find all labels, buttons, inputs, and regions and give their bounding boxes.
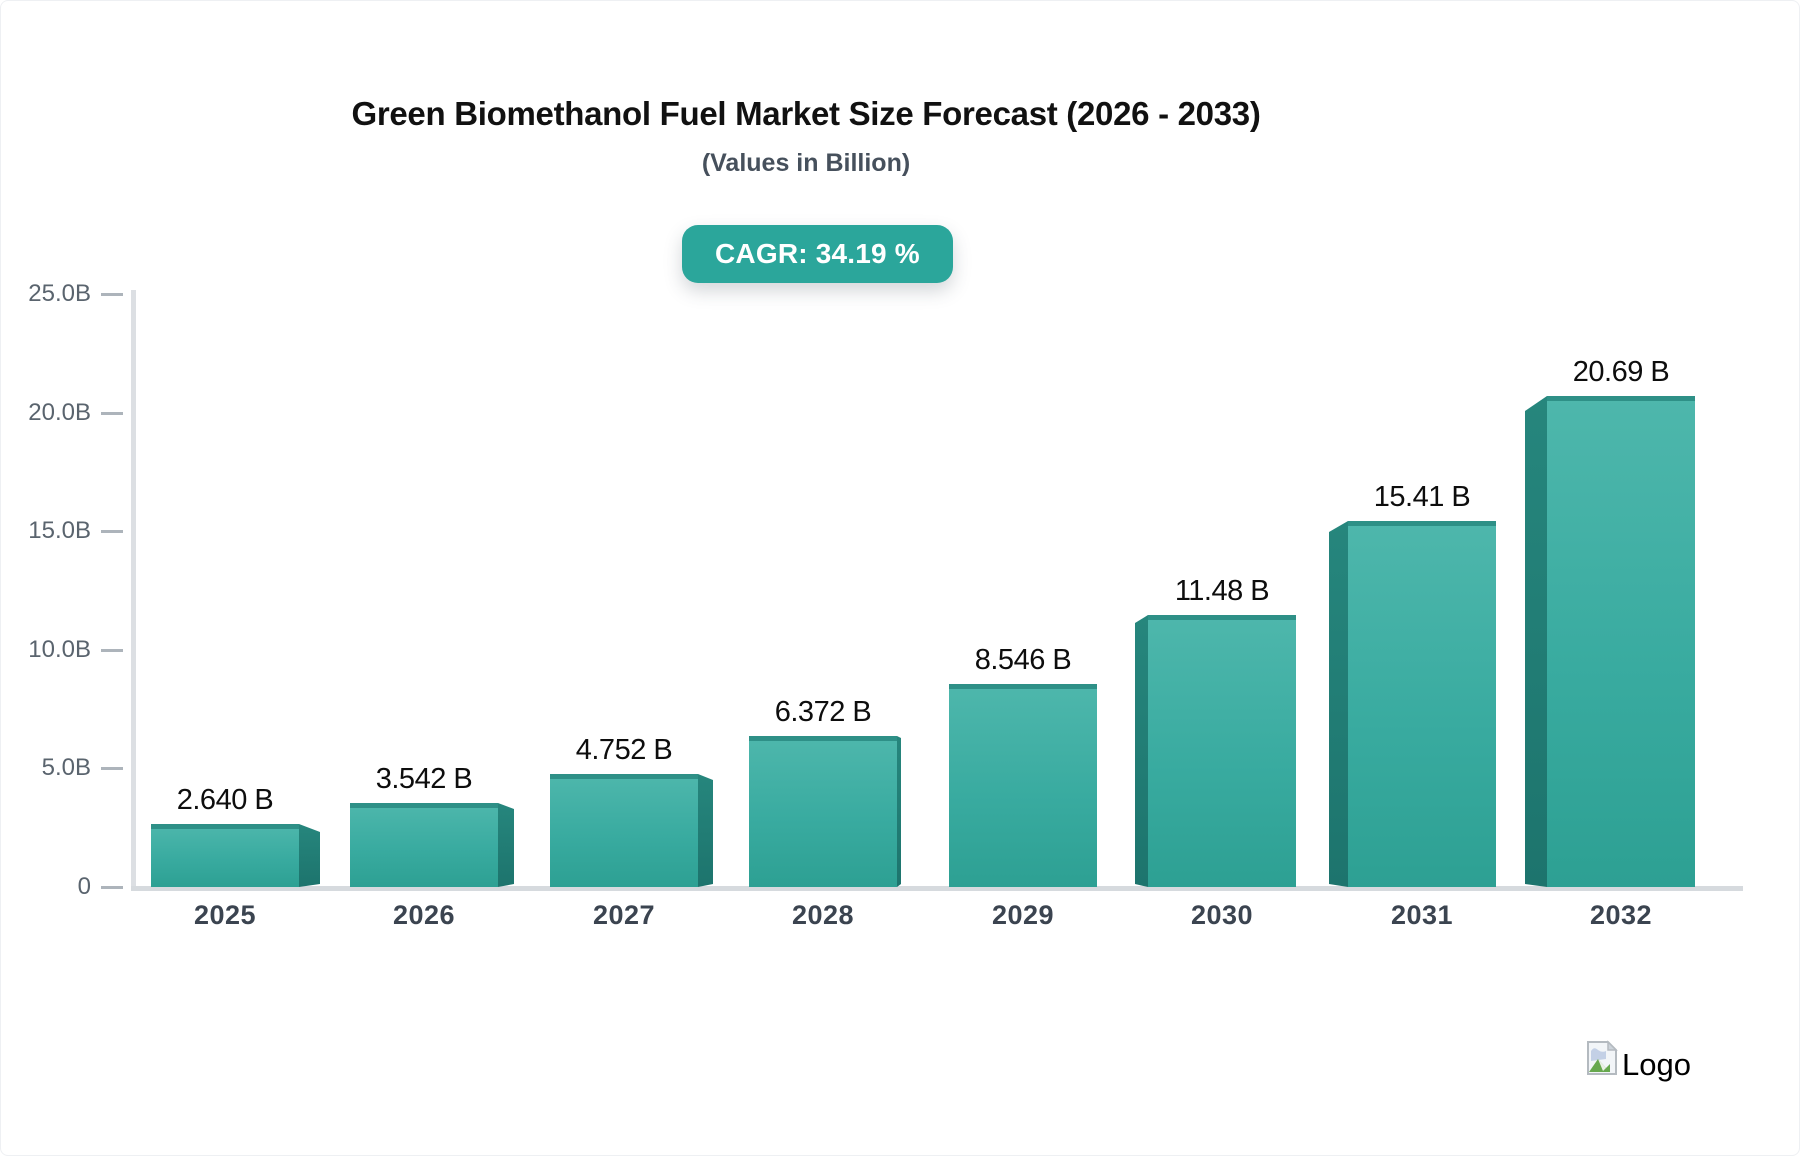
- x-axis-line: [131, 886, 1743, 891]
- bar-value-label: 11.48 B: [1174, 575, 1270, 607]
- bar-side-face: [1525, 396, 1547, 887]
- x-tick-label: 2028: [791, 900, 855, 930]
- bar-side-face: [1135, 615, 1148, 887]
- chart-title: Green Biomethanol Fuel Market Size Forec…: [351, 95, 1261, 132]
- bar: [949, 684, 1097, 887]
- bar: [350, 803, 498, 887]
- bar-top-edge: [1148, 615, 1296, 620]
- bar: [1547, 396, 1695, 887]
- bar: [749, 736, 897, 887]
- bar-value-label: 20.69 B: [1572, 356, 1670, 388]
- x-tick-label: 2032: [1589, 900, 1653, 930]
- x-tick-label: 2031: [1390, 900, 1454, 930]
- bar-top-edge: [1547, 396, 1695, 401]
- x-tick-label: 2029: [991, 900, 1055, 930]
- bar: [151, 824, 299, 887]
- y-tick-mark: [101, 767, 123, 770]
- bar-side-face: [897, 736, 901, 887]
- broken-image-icon: [1584, 1039, 1620, 1082]
- y-tick-mark: [101, 412, 123, 415]
- y-tick-mark: [101, 293, 123, 296]
- y-tick-label: 10.0B: [28, 636, 91, 663]
- bar-top-edge: [350, 803, 498, 808]
- x-tick-label: 2026: [392, 900, 456, 930]
- bar-side-face: [1329, 521, 1348, 887]
- bar-value-label: 3.542 B: [375, 763, 473, 795]
- bar-side-face: [498, 803, 514, 887]
- bar-top-edge: [151, 824, 299, 829]
- bar-top-edge: [749, 736, 897, 741]
- y-axis-line: [131, 290, 136, 891]
- x-tick-label: 2030: [1190, 900, 1254, 930]
- logo: Logo: [1584, 1039, 1691, 1082]
- cagr-badge: CAGR: 34.19 %: [682, 225, 953, 283]
- bar-value-label: 4.752 B: [575, 734, 673, 766]
- y-tick-label: 15.0B: [28, 517, 91, 544]
- bar-top-edge: [550, 774, 698, 779]
- y-tick-label: 25.0B: [28, 280, 91, 307]
- bar-side-face: [299, 824, 320, 887]
- x-tick-label: 2025: [193, 900, 257, 930]
- bar-value-label: 8.546 B: [974, 644, 1072, 676]
- bar: [1348, 521, 1496, 887]
- x-tick-label: 2027: [592, 900, 656, 930]
- bar-value-label: 15.41 B: [1373, 481, 1471, 513]
- bar: [1148, 615, 1296, 887]
- y-tick-label: 20.0B: [28, 399, 91, 426]
- y-tick-mark: [101, 886, 123, 889]
- bar-value-label: 6.372 B: [774, 696, 872, 728]
- bar-top-edge: [1348, 521, 1496, 526]
- bar-top-edge: [949, 684, 1097, 689]
- chart-subtitle: (Values in Billion): [701, 149, 911, 177]
- y-tick-label: 0: [77, 873, 91, 900]
- y-tick-mark: [101, 649, 123, 652]
- logo-text: Logo: [1622, 1046, 1691, 1082]
- bar-side-face: [698, 774, 713, 887]
- y-tick-label: 5.0B: [41, 754, 91, 781]
- bar-value-label: 2.640 B: [176, 784, 274, 816]
- bar: [550, 774, 698, 887]
- y-tick-mark: [101, 530, 123, 533]
